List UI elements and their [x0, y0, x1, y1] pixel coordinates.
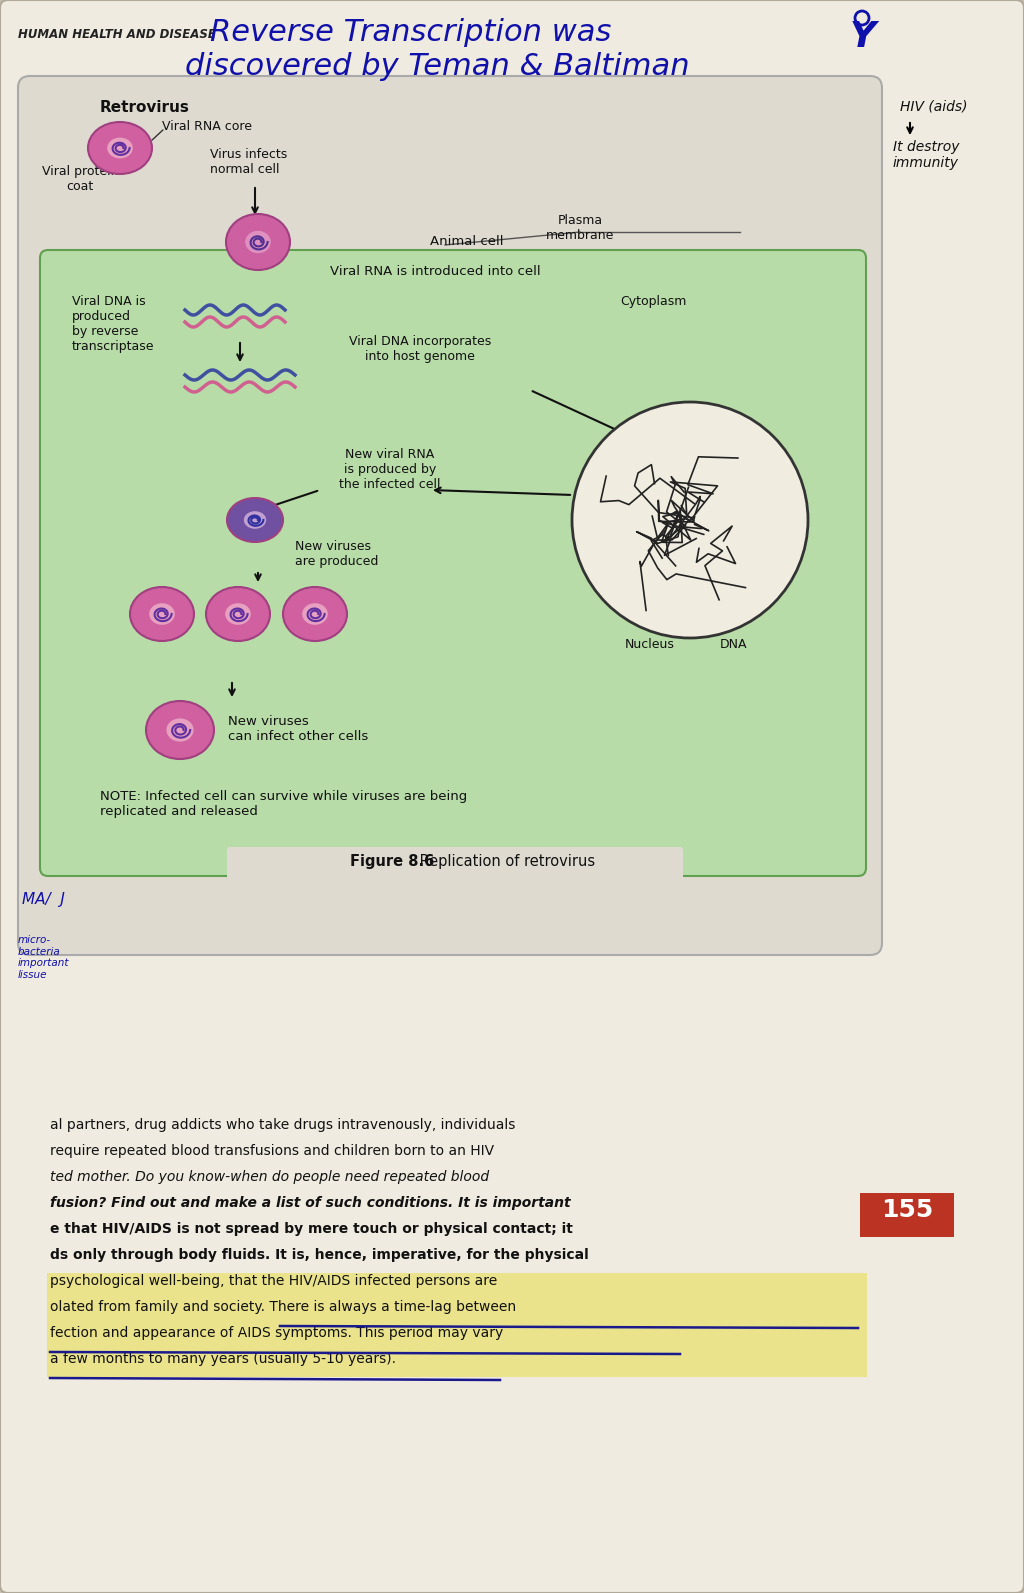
Text: New viral RNA
is produced by
the infected cell: New viral RNA is produced by the infecte…: [339, 448, 440, 491]
Text: e that HIV/AIDS is not spread by mere touch or physical contact; it: e that HIV/AIDS is not spread by mere to…: [50, 1222, 572, 1236]
Text: a few months to many years (usually 5-10 years).: a few months to many years (usually 5-10…: [50, 1352, 396, 1367]
FancyBboxPatch shape: [18, 76, 882, 954]
Text: Viral DNA is
produced
by reverse
transcriptase: Viral DNA is produced by reverse transcr…: [72, 295, 155, 354]
Ellipse shape: [146, 701, 214, 758]
Ellipse shape: [88, 123, 152, 174]
Text: Nucleus: Nucleus: [625, 639, 675, 652]
Text: Reverse Transcription was: Reverse Transcription was: [210, 18, 611, 48]
Text: Viral DNA incorporates
into host genome: Viral DNA incorporates into host genome: [349, 335, 492, 363]
Text: 155: 155: [881, 1198, 933, 1222]
FancyBboxPatch shape: [47, 1273, 867, 1298]
Ellipse shape: [225, 604, 251, 624]
Text: al partners, drug addicts who take drugs intravenously, individuals: al partners, drug addicts who take drugs…: [50, 1118, 515, 1133]
Text: DNA: DNA: [720, 639, 748, 652]
Text: Plasma
membrane: Plasma membrane: [546, 213, 614, 242]
Ellipse shape: [245, 231, 270, 253]
Text: HUMAN HEALTH AND DISEASE: HUMAN HEALTH AND DISEASE: [18, 29, 216, 41]
Text: Viral RNA core: Viral RNA core: [162, 119, 252, 132]
Ellipse shape: [226, 213, 290, 269]
Ellipse shape: [302, 604, 328, 624]
Text: psychological well-being, that the HIV/AIDS infected persons are: psychological well-being, that the HIV/A…: [50, 1274, 498, 1289]
Ellipse shape: [283, 586, 347, 640]
FancyBboxPatch shape: [860, 1193, 954, 1238]
Text: micro-
bacteria
important
lissue: micro- bacteria important lissue: [18, 935, 70, 980]
Text: HIV (aids): HIV (aids): [900, 100, 968, 115]
Text: Figure 8.6: Figure 8.6: [350, 854, 434, 870]
Text: Virus infects
normal cell: Virus infects normal cell: [210, 148, 288, 175]
Ellipse shape: [150, 604, 175, 624]
Text: Cytoplasm: Cytoplasm: [620, 295, 686, 307]
Ellipse shape: [108, 137, 133, 158]
FancyBboxPatch shape: [47, 1298, 867, 1325]
Text: Y: Y: [850, 21, 877, 54]
Text: Viral protein
coat: Viral protein coat: [42, 166, 118, 193]
FancyBboxPatch shape: [227, 847, 683, 883]
Text: New viruses
are produced: New viruses are produced: [295, 540, 379, 569]
Text: fusion? Find out and make a list of such conditions. It is important: fusion? Find out and make a list of such…: [50, 1196, 570, 1211]
Ellipse shape: [166, 718, 194, 742]
FancyBboxPatch shape: [47, 1351, 867, 1376]
Text: fection and appearance of AIDS symptoms. This period may vary: fection and appearance of AIDS symptoms.…: [50, 1325, 503, 1340]
Ellipse shape: [227, 499, 283, 542]
Text: ted mother. Do you know-when do people need repeated blood: ted mother. Do you know-when do people n…: [50, 1169, 489, 1184]
Text: olated from family and society. There is always a time-lag between: olated from family and society. There is…: [50, 1300, 516, 1314]
Text: require repeated blood transfusions and children born to an HIV: require repeated blood transfusions and …: [50, 1144, 495, 1158]
Ellipse shape: [206, 586, 270, 640]
Text: discovered by Teman & Baltiman: discovered by Teman & Baltiman: [185, 53, 689, 81]
Text: ds only through body fluids. It is, hence, imperative, for the physical: ds only through body fluids. It is, henc…: [50, 1247, 589, 1262]
FancyBboxPatch shape: [40, 250, 866, 876]
Text: NOTE: Infected cell can survive while viruses are being
replicated and released: NOTE: Infected cell can survive while vi…: [100, 790, 467, 817]
Text: MA/  J: MA/ J: [22, 892, 65, 906]
Text: Retrovirus: Retrovirus: [100, 100, 189, 115]
Text: It destroy
immunity: It destroy immunity: [893, 140, 959, 170]
Ellipse shape: [130, 586, 194, 640]
Text: Replication of retrovirus: Replication of retrovirus: [415, 854, 595, 870]
Text: Animal cell: Animal cell: [430, 236, 504, 249]
Text: Viral RNA is introduced into cell: Viral RNA is introduced into cell: [330, 264, 541, 279]
Ellipse shape: [244, 511, 266, 529]
Circle shape: [572, 401, 808, 639]
Text: New viruses
can infect other cells: New viruses can infect other cells: [228, 715, 369, 742]
FancyBboxPatch shape: [47, 1325, 867, 1351]
